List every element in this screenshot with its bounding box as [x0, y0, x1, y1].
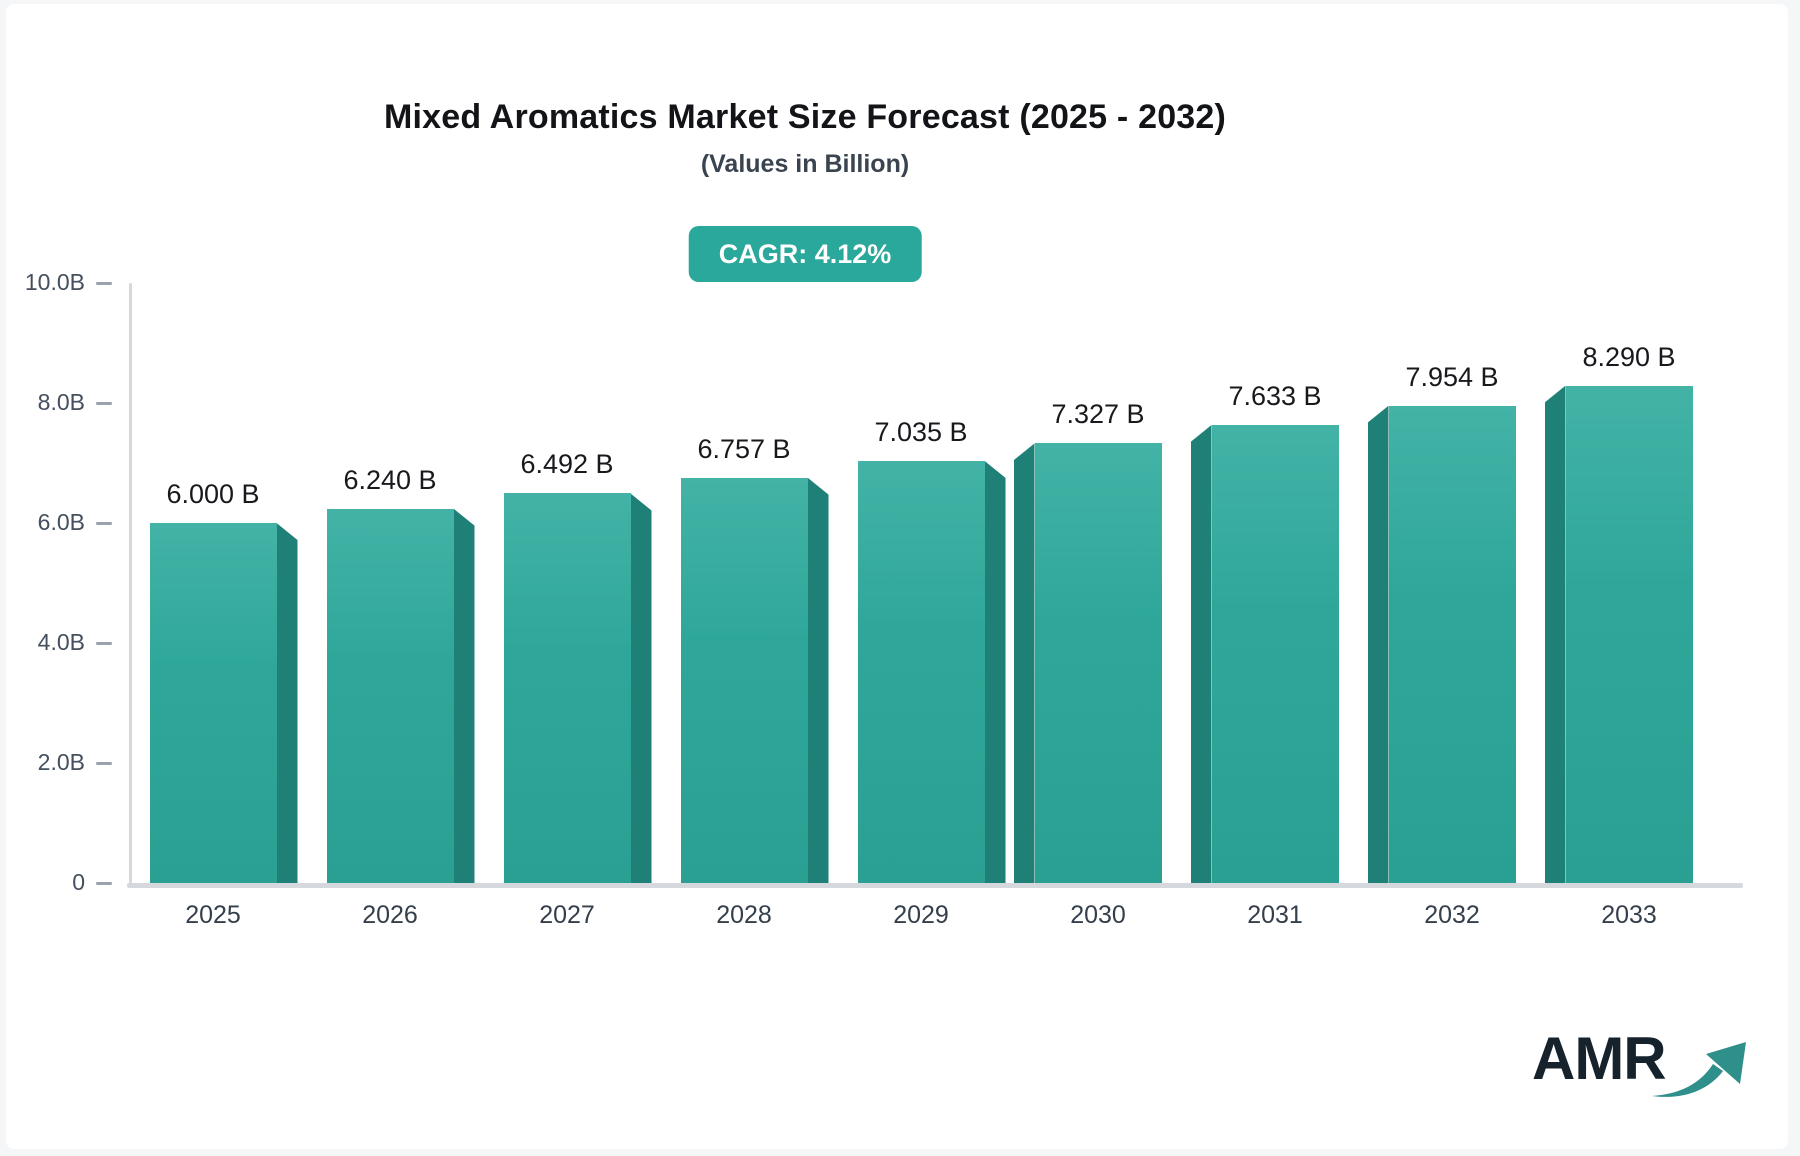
- bar-2031: [1211, 425, 1339, 883]
- x-axis-label: 2030: [1070, 901, 1126, 929]
- x-axis-label: 2031: [1247, 901, 1303, 929]
- bar-value-label: 7.633 B: [1228, 381, 1322, 412]
- bar-side-face: [1190, 425, 1212, 883]
- y-axis-tick-label: 2.0B: [37, 749, 85, 775]
- x-axis-label: 2028: [716, 901, 772, 929]
- x-axis-label: 2032: [1424, 901, 1480, 929]
- bar-2032: [1388, 405, 1516, 883]
- x-axis-label: 2033: [1601, 901, 1657, 929]
- bar-value-label: 6.757 B: [697, 433, 791, 464]
- bar-side-face: [807, 477, 829, 883]
- y-axis-tick-label: 8.0B: [37, 389, 85, 415]
- bar-2025: [149, 523, 277, 883]
- chart-title: Mixed Aromatics Market Size Forecast (20…: [383, 98, 1227, 136]
- bar-2033: [1565, 385, 1693, 883]
- bar-side-face: [1367, 405, 1389, 883]
- amr-logo-text: AMR: [1532, 1025, 1667, 1092]
- bar-2026: [326, 508, 454, 883]
- x-axis-label: 2026: [362, 901, 418, 929]
- y-axis-tick-mark: [96, 762, 112, 765]
- y-axis-tick-mark: [96, 882, 112, 885]
- bar-2030: [1034, 443, 1162, 883]
- x-axis-label: 2027: [539, 901, 595, 929]
- y-axis-tick-mark: [96, 282, 112, 285]
- y-axis-tick-label: 4.0B: [37, 629, 85, 655]
- y-axis-tick-mark: [96, 402, 112, 405]
- y-axis-tick-label: 0: [72, 869, 85, 895]
- y-axis-tick-label: 6.0B: [37, 509, 85, 535]
- y-axis-tick-mark: [96, 522, 112, 525]
- cagr-badge: CAGR: 4.12%: [688, 226, 922, 282]
- bar-side-face: [630, 493, 652, 883]
- bar-value-label: 8.290 B: [1582, 341, 1676, 372]
- bar-side-face: [1544, 385, 1566, 883]
- growth-arrow-icon: [1651, 1042, 1746, 1097]
- x-axis-line: [127, 883, 1743, 888]
- bar-side-face: [984, 460, 1006, 883]
- bar-value-label: 7.327 B: [1051, 399, 1145, 430]
- x-axis-label: 2025: [185, 901, 241, 929]
- y-axis-line: [129, 283, 132, 885]
- bar-value-label: 6.000 B: [166, 479, 260, 509]
- bar-value-label: 7.035 B: [874, 416, 968, 447]
- chart-subtitle: (Values in Billion): [700, 150, 910, 178]
- x-axis-label: 2029: [893, 901, 949, 929]
- bar-value-label: 6.240 B: [343, 464, 437, 495]
- y-axis-tick-label: 10.0B: [24, 269, 85, 295]
- bar-side-face: [1013, 443, 1035, 883]
- bar-side-face: [453, 508, 475, 883]
- bar-2029: [857, 460, 985, 883]
- bar-side-face: [276, 523, 298, 883]
- bar-2027: [503, 493, 631, 883]
- bar-value-label: 6.492 B: [520, 449, 614, 480]
- bar-2028: [680, 477, 808, 883]
- y-axis-tick-mark: [96, 642, 112, 645]
- bar-value-label: 7.954 B: [1405, 361, 1499, 392]
- amr-logo: AMR: [1532, 1028, 1760, 1104]
